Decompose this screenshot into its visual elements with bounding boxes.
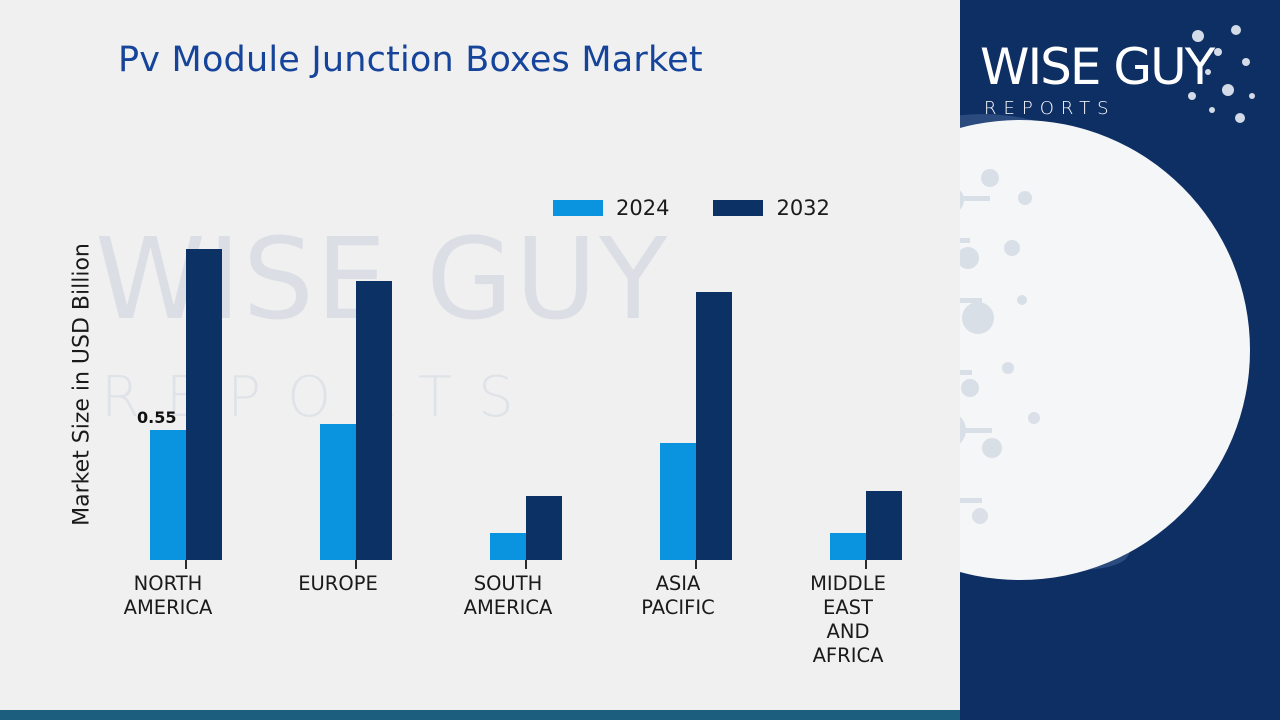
axis-tick-middle-east-and-africa — [865, 560, 867, 569]
y-axis-title: Market Size in USD Billion — [69, 243, 95, 526]
bar-2024-north-america[interactable] — [150, 430, 186, 560]
legend-label-2032: 2032 — [776, 196, 830, 220]
category-label-north-america: NORTH AMERICA — [108, 572, 228, 620]
bar-group-north-america: 0.55 NORTH AMERICA — [124, 200, 222, 619]
category-label-line: SOUTH — [473, 572, 543, 595]
chart-legend: 2024 2032 — [553, 196, 830, 220]
category-label-line: AMERICA — [123, 596, 213, 619]
legend-item-2032[interactable]: 2032 — [713, 196, 830, 220]
bar-2032-asia-pacific[interactable] — [696, 292, 732, 560]
bar-group-south-america: SOUTH AMERICA — [464, 200, 562, 619]
legend-swatch-icon-2032 — [713, 200, 764, 216]
category-label-line: NORTH — [133, 572, 203, 595]
bar-group-middle-east-and-africa: MIDDLE EAST AND AFRICA — [810, 200, 902, 667]
category-label-south-america: SOUTH AMERICA — [448, 572, 568, 620]
brand-artwork-icon — [960, 25, 1255, 580]
axis-tick-asia-pacific — [695, 560, 697, 569]
category-label-line: PACIFIC — [641, 596, 715, 619]
bar-2032-middle-east-and-africa[interactable] — [866, 491, 902, 560]
brand-panel: WISE GUY REPORTS — [960, 0, 1280, 720]
axis-tick-south-america — [525, 560, 527, 569]
svg-text:REPORTS: REPORTS — [984, 98, 1116, 119]
category-label-line: MIDDLE — [810, 572, 886, 595]
legend-swatch-icon-2024 — [553, 200, 603, 216]
category-label-line: AMERICA — [463, 596, 553, 619]
category-label-line: ASIA — [655, 572, 701, 595]
bar-2024-south-america[interactable] — [490, 533, 526, 560]
axis-tick-north-america — [185, 560, 187, 569]
category-label-line: AND — [826, 620, 870, 643]
category-label-middle-east-and-africa: MIDDLE EAST AND AFRICA — [788, 572, 908, 668]
bar-2024-middle-east-and-africa[interactable] — [830, 533, 866, 560]
bar-2032-europe[interactable] — [356, 281, 392, 560]
category-label-asia-pacific: ASIA PACIFIC — [618, 572, 738, 620]
brand-logo-icon: WISE GUY REPORTS — [980, 38, 1218, 119]
bar-2024-europe[interactable] — [320, 424, 356, 560]
category-label-line: EAST — [823, 596, 873, 619]
category-label-line: EUROPE — [298, 572, 378, 595]
legend-item-2024[interactable]: 2024 — [553, 196, 669, 220]
bottom-accent-strip — [0, 710, 960, 720]
bar-group-europe: EUROPE — [298, 200, 392, 595]
svg-text:WISE GUY: WISE GUY — [980, 38, 1216, 96]
page-title: Pv Module Junction Boxes Market — [118, 40, 703, 80]
category-label-europe: EUROPE — [278, 572, 398, 596]
bar-2032-north-america[interactable] — [186, 249, 222, 560]
bar-2032-south-america[interactable] — [526, 496, 562, 560]
value-label-north-america-2024: 0.55 — [137, 408, 177, 427]
legend-label-2024: 2024 — [616, 196, 670, 220]
plot-area: 0.55 NORTH AMERICA EUROPE SOUTH AMERICA — [95, 200, 925, 667]
bar-2024-asia-pacific[interactable] — [660, 443, 696, 560]
axis-tick-europe — [355, 560, 357, 569]
bar-group-asia-pacific: ASIA PACIFIC — [641, 200, 732, 619]
category-label-line: AFRICA — [812, 644, 884, 667]
